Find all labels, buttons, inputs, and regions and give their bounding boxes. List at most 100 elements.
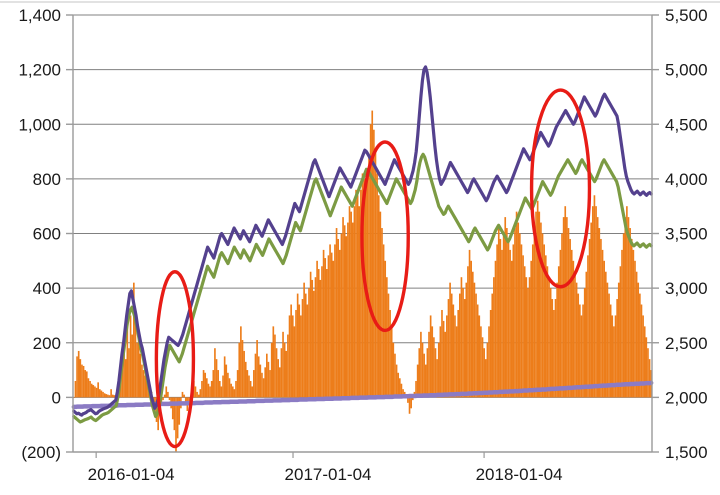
right-tick-label: 1,500	[665, 443, 708, 462]
left-tick-label: 1,200	[18, 61, 61, 80]
bar	[389, 309, 391, 398]
bar	[304, 293, 307, 398]
bar	[523, 266, 526, 398]
bar	[97, 382, 99, 398]
bar	[74, 380, 77, 398]
bar	[386, 277, 388, 398]
bar	[269, 370, 271, 398]
bar	[84, 370, 86, 398]
bar	[398, 378, 401, 398]
bar	[519, 233, 521, 398]
bar	[81, 364, 83, 398]
bar	[579, 304, 581, 398]
bar	[611, 315, 614, 398]
bar	[98, 389, 101, 398]
bar	[256, 340, 258, 398]
bar	[330, 252, 333, 398]
bar	[342, 217, 344, 398]
bar	[441, 309, 443, 398]
bar	[392, 342, 395, 398]
bar	[635, 271, 638, 398]
bar	[87, 378, 90, 398]
bar	[110, 389, 112, 398]
bar	[627, 217, 630, 398]
bar	[502, 233, 505, 398]
bar	[450, 293, 453, 398]
bar	[167, 391, 169, 398]
bar	[574, 271, 576, 398]
bar	[601, 249, 604, 398]
bar	[361, 173, 364, 398]
bar	[465, 282, 468, 398]
bar	[205, 378, 208, 398]
bar	[128, 348, 130, 398]
bar	[506, 228, 508, 398]
bar	[553, 309, 555, 398]
bar	[272, 326, 275, 398]
bar	[85, 371, 88, 398]
series-volume-bars	[73, 110, 653, 453]
bar	[536, 200, 539, 398]
bar	[608, 293, 610, 398]
bar	[525, 277, 528, 398]
bar	[274, 334, 276, 398]
bar	[515, 211, 518, 398]
bar	[426, 348, 429, 398]
bar	[639, 293, 641, 398]
bar	[408, 397, 411, 414]
bar	[309, 271, 312, 398]
bar	[564, 206, 567, 398]
bar	[253, 370, 255, 398]
bar	[306, 304, 309, 398]
bar	[73, 397, 75, 398]
bar	[569, 238, 571, 398]
bar	[319, 279, 322, 398]
bar	[240, 326, 242, 398]
bar	[473, 282, 476, 398]
bar	[165, 386, 168, 398]
bar	[296, 293, 299, 398]
bar	[497, 228, 500, 398]
bar	[604, 271, 607, 398]
bar	[598, 228, 601, 398]
bar	[557, 266, 560, 398]
bar	[501, 249, 503, 398]
x-tick-label: 2016-01-04	[88, 465, 175, 484]
bar	[215, 359, 218, 398]
bar	[541, 233, 544, 398]
bar	[390, 326, 393, 398]
bar	[107, 394, 109, 398]
bar	[134, 315, 137, 398]
bar	[77, 350, 80, 398]
bar	[373, 129, 375, 398]
bar	[291, 315, 294, 398]
bar	[293, 326, 296, 398]
x-tick-label: 2017-01-04	[285, 465, 372, 484]
bar	[528, 277, 531, 398]
bar	[585, 271, 588, 398]
bar	[549, 288, 552, 398]
bar	[201, 380, 203, 398]
bar	[90, 383, 93, 398]
bar	[593, 195, 596, 398]
bar	[395, 364, 398, 398]
bar	[324, 258, 327, 398]
bar	[102, 391, 104, 398]
series-line-light-purple-trend-line	[71, 380, 654, 410]
bar	[347, 222, 349, 398]
bar	[322, 249, 325, 398]
bar	[416, 364, 419, 398]
bar	[600, 238, 602, 398]
bar	[481, 337, 484, 398]
bar	[227, 372, 229, 398]
highlight-ellipse-1	[154, 270, 196, 449]
bar	[94, 386, 96, 398]
bar	[218, 380, 221, 398]
highlight-annotations	[154, 88, 592, 449]
bar	[442, 320, 445, 398]
bar	[287, 334, 289, 398]
bar	[295, 309, 297, 398]
bar	[437, 342, 440, 398]
bar	[343, 225, 346, 398]
bar	[275, 348, 278, 398]
